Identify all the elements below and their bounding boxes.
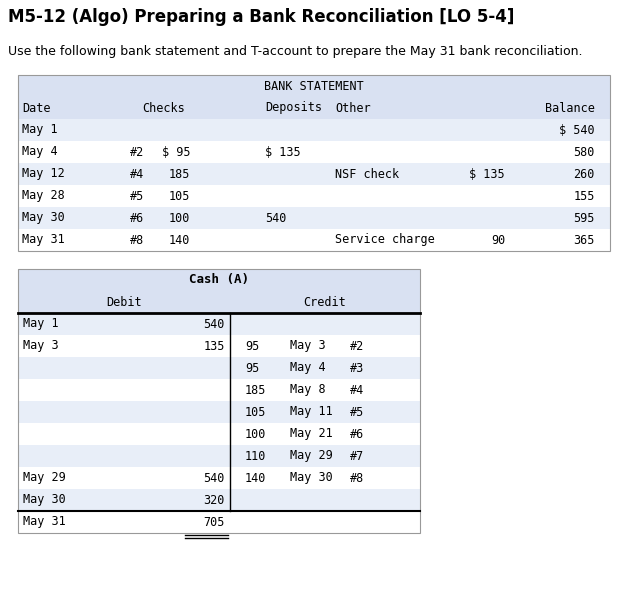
Text: 105: 105	[245, 406, 266, 418]
Bar	[18, 269, 420, 291]
Text: 110: 110	[245, 450, 266, 463]
Text: BANK STATEMENT: BANK STATEMENT	[264, 79, 364, 93]
Text: May 21: May 21	[290, 427, 333, 441]
Text: May 31: May 31	[22, 234, 65, 246]
Bar	[18, 357, 420, 379]
Text: 365: 365	[573, 234, 595, 246]
Text: 705: 705	[203, 516, 225, 528]
Bar	[18, 313, 420, 335]
Text: Cash (A): Cash (A)	[189, 273, 249, 287]
Text: 580: 580	[573, 145, 595, 159]
Text: #5: #5	[350, 406, 364, 418]
Text: 140: 140	[169, 234, 190, 246]
Text: 140: 140	[245, 472, 266, 484]
Text: May 1: May 1	[22, 123, 58, 136]
Text: $ 540: $ 540	[560, 123, 595, 136]
Bar	[18, 97, 610, 119]
Text: #4: #4	[350, 383, 364, 397]
Text: 100: 100	[169, 212, 190, 225]
Text: 185: 185	[169, 168, 190, 180]
Text: May 30: May 30	[22, 212, 65, 225]
Text: $ 135: $ 135	[265, 145, 301, 159]
Bar	[18, 229, 610, 251]
Text: #7: #7	[350, 450, 364, 463]
Text: May 11: May 11	[290, 406, 333, 418]
Text: May 30: May 30	[23, 493, 66, 507]
Text: May 12: May 12	[22, 168, 65, 180]
Bar	[18, 207, 610, 229]
Bar	[18, 163, 610, 185]
Text: NSF check: NSF check	[335, 168, 399, 180]
Text: #6: #6	[130, 212, 144, 225]
Bar	[18, 335, 420, 357]
Text: May 30: May 30	[290, 472, 333, 484]
Text: #8: #8	[130, 234, 144, 246]
Bar	[18, 291, 420, 313]
Text: 155: 155	[573, 189, 595, 203]
Bar	[18, 185, 610, 207]
Text: Service charge: Service charge	[335, 234, 435, 246]
Bar	[18, 511, 420, 533]
Text: 135: 135	[203, 340, 225, 353]
Text: 185: 185	[245, 383, 266, 397]
Text: 100: 100	[245, 427, 266, 441]
Bar	[18, 119, 610, 141]
Text: May 29: May 29	[23, 472, 66, 484]
Text: #2: #2	[130, 145, 144, 159]
Text: 95: 95	[245, 361, 259, 374]
Bar	[18, 379, 420, 401]
Text: 260: 260	[573, 168, 595, 180]
Text: M5-12 (Algo) Preparing a Bank Reconciliation [LO 5-4]: M5-12 (Algo) Preparing a Bank Reconcilia…	[8, 8, 514, 26]
Text: 105: 105	[169, 189, 190, 203]
Text: Deposits: Deposits	[265, 102, 322, 115]
Bar	[18, 489, 420, 511]
Text: May 31: May 31	[23, 516, 66, 528]
Bar	[18, 269, 420, 533]
Text: Use the following bank statement and T-account to prepare the May 31 bank reconc: Use the following bank statement and T-a…	[8, 45, 583, 58]
Text: 95: 95	[245, 340, 259, 353]
Text: #4: #4	[130, 168, 144, 180]
Text: #2: #2	[350, 340, 364, 353]
Text: 90: 90	[490, 234, 505, 246]
Text: May 4: May 4	[290, 361, 326, 374]
Bar	[18, 75, 610, 251]
Text: #6: #6	[350, 427, 364, 441]
Text: May 4: May 4	[22, 145, 58, 159]
Text: Debit: Debit	[106, 296, 142, 308]
Text: Credit: Credit	[303, 296, 347, 308]
Text: May 29: May 29	[290, 450, 333, 463]
Bar	[18, 75, 610, 97]
Text: Other: Other	[335, 102, 371, 115]
Bar	[18, 423, 420, 445]
Text: May 1: May 1	[23, 317, 58, 331]
Text: May 8: May 8	[290, 383, 326, 397]
Bar	[18, 467, 420, 489]
Text: Checks: Checks	[143, 102, 185, 115]
Text: $ 135: $ 135	[469, 168, 505, 180]
Text: #5: #5	[130, 189, 144, 203]
Text: 540: 540	[265, 212, 286, 225]
Text: 320: 320	[203, 493, 225, 507]
Text: 595: 595	[573, 212, 595, 225]
Text: Balance: Balance	[545, 102, 595, 115]
Text: $ 95: $ 95	[161, 145, 190, 159]
Text: May 28: May 28	[22, 189, 65, 203]
Bar	[18, 141, 610, 163]
Bar	[18, 401, 420, 423]
Text: Date: Date	[22, 102, 50, 115]
Text: #3: #3	[350, 361, 364, 374]
Text: 540: 540	[203, 317, 225, 331]
Text: May 3: May 3	[290, 340, 326, 353]
Bar	[18, 445, 420, 467]
Text: May 3: May 3	[23, 340, 58, 353]
Text: #8: #8	[350, 472, 364, 484]
Text: 540: 540	[203, 472, 225, 484]
